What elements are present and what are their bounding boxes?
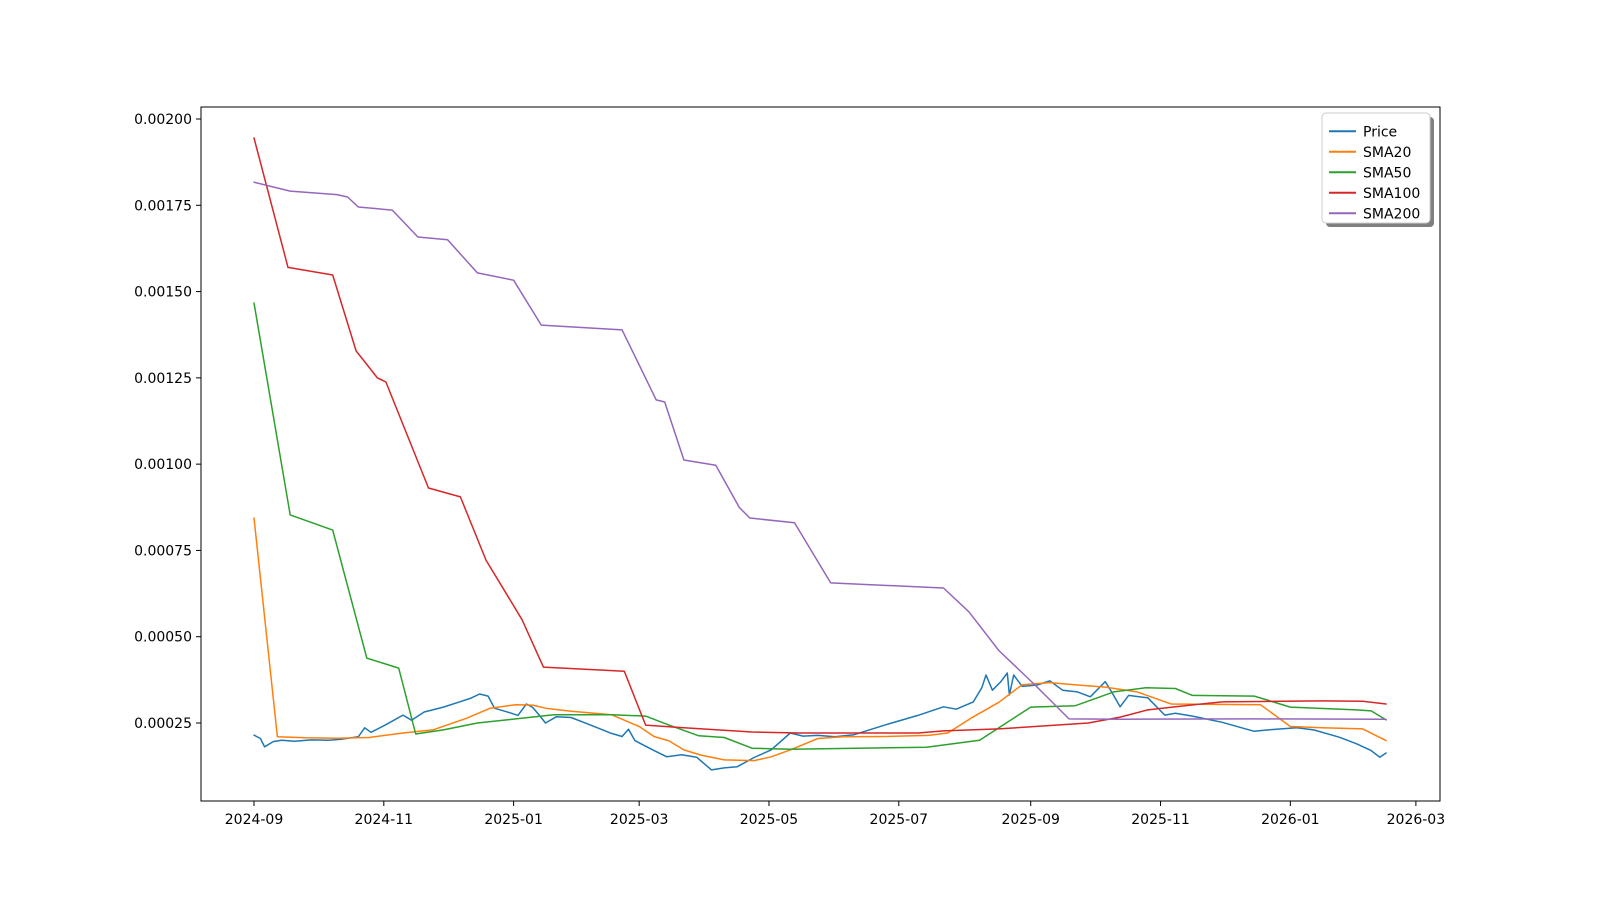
y-tick-label: 0.00075 — [134, 543, 192, 559]
x-tick-label: 2025-11 — [1131, 812, 1190, 828]
legend-label: Price — [1363, 124, 1397, 140]
x-tick-label: 2025-05 — [740, 812, 799, 828]
y-tick-label: 0.00150 — [134, 285, 192, 301]
legend-item-sma200: SMA200 — [1329, 206, 1420, 222]
x-tick-label: 2024-09 — [225, 812, 284, 828]
x-tick-label: 2025-03 — [610, 812, 669, 828]
series-line-sma100 — [253, 137, 1387, 734]
plot-border — [200, 106, 1441, 802]
y-tick-label: 0.00025 — [134, 716, 192, 732]
x-tick-label: 2025-09 — [1001, 812, 1060, 828]
legend-label: SMA100 — [1363, 186, 1420, 202]
legend: Price SMA20 SMA50 SMA100 SMA200 — [1321, 112, 1434, 227]
x-axis: 2024-09 2024-11 2025-01 2025-03 2025-05 2025-… — [225, 801, 1445, 828]
x-tick-label: 2024-11 — [355, 812, 414, 828]
series-line-sma50 — [253, 302, 1387, 750]
x-tick-label: 2025-01 — [484, 812, 543, 828]
legend-item-price: Price — [1329, 124, 1397, 140]
y-axis: 0.00025 0.00050 0.00075 0.00100 0.00125 0.001… — [134, 112, 201, 732]
series-line-sma20 — [253, 517, 1387, 762]
legend-item-sma100: SMA100 — [1329, 186, 1420, 202]
x-tick-label: 2025-07 — [870, 812, 929, 828]
legend-label: SMA20 — [1363, 145, 1411, 161]
y-tick-label: 0.00100 — [134, 457, 192, 473]
y-tick-label: 0.00125 — [134, 371, 192, 387]
legend-label: SMA50 — [1363, 165, 1411, 181]
y-tick-label: 0.00050 — [134, 630, 192, 646]
legend-item-sma20: SMA20 — [1329, 145, 1411, 161]
x-tick-label: 2026-03 — [1387, 812, 1446, 828]
y-tick-label: 0.00175 — [134, 198, 192, 214]
legend-label: SMA200 — [1363, 206, 1420, 222]
y-tick-label: 0.00200 — [134, 112, 192, 128]
series-line-price — [253, 672, 1387, 771]
legend-box — [1321, 112, 1431, 224]
x-tick-label: 2026-01 — [1261, 812, 1320, 828]
legend-item-sma50: SMA50 — [1329, 165, 1411, 181]
series-line-sma200 — [253, 181, 1387, 720]
